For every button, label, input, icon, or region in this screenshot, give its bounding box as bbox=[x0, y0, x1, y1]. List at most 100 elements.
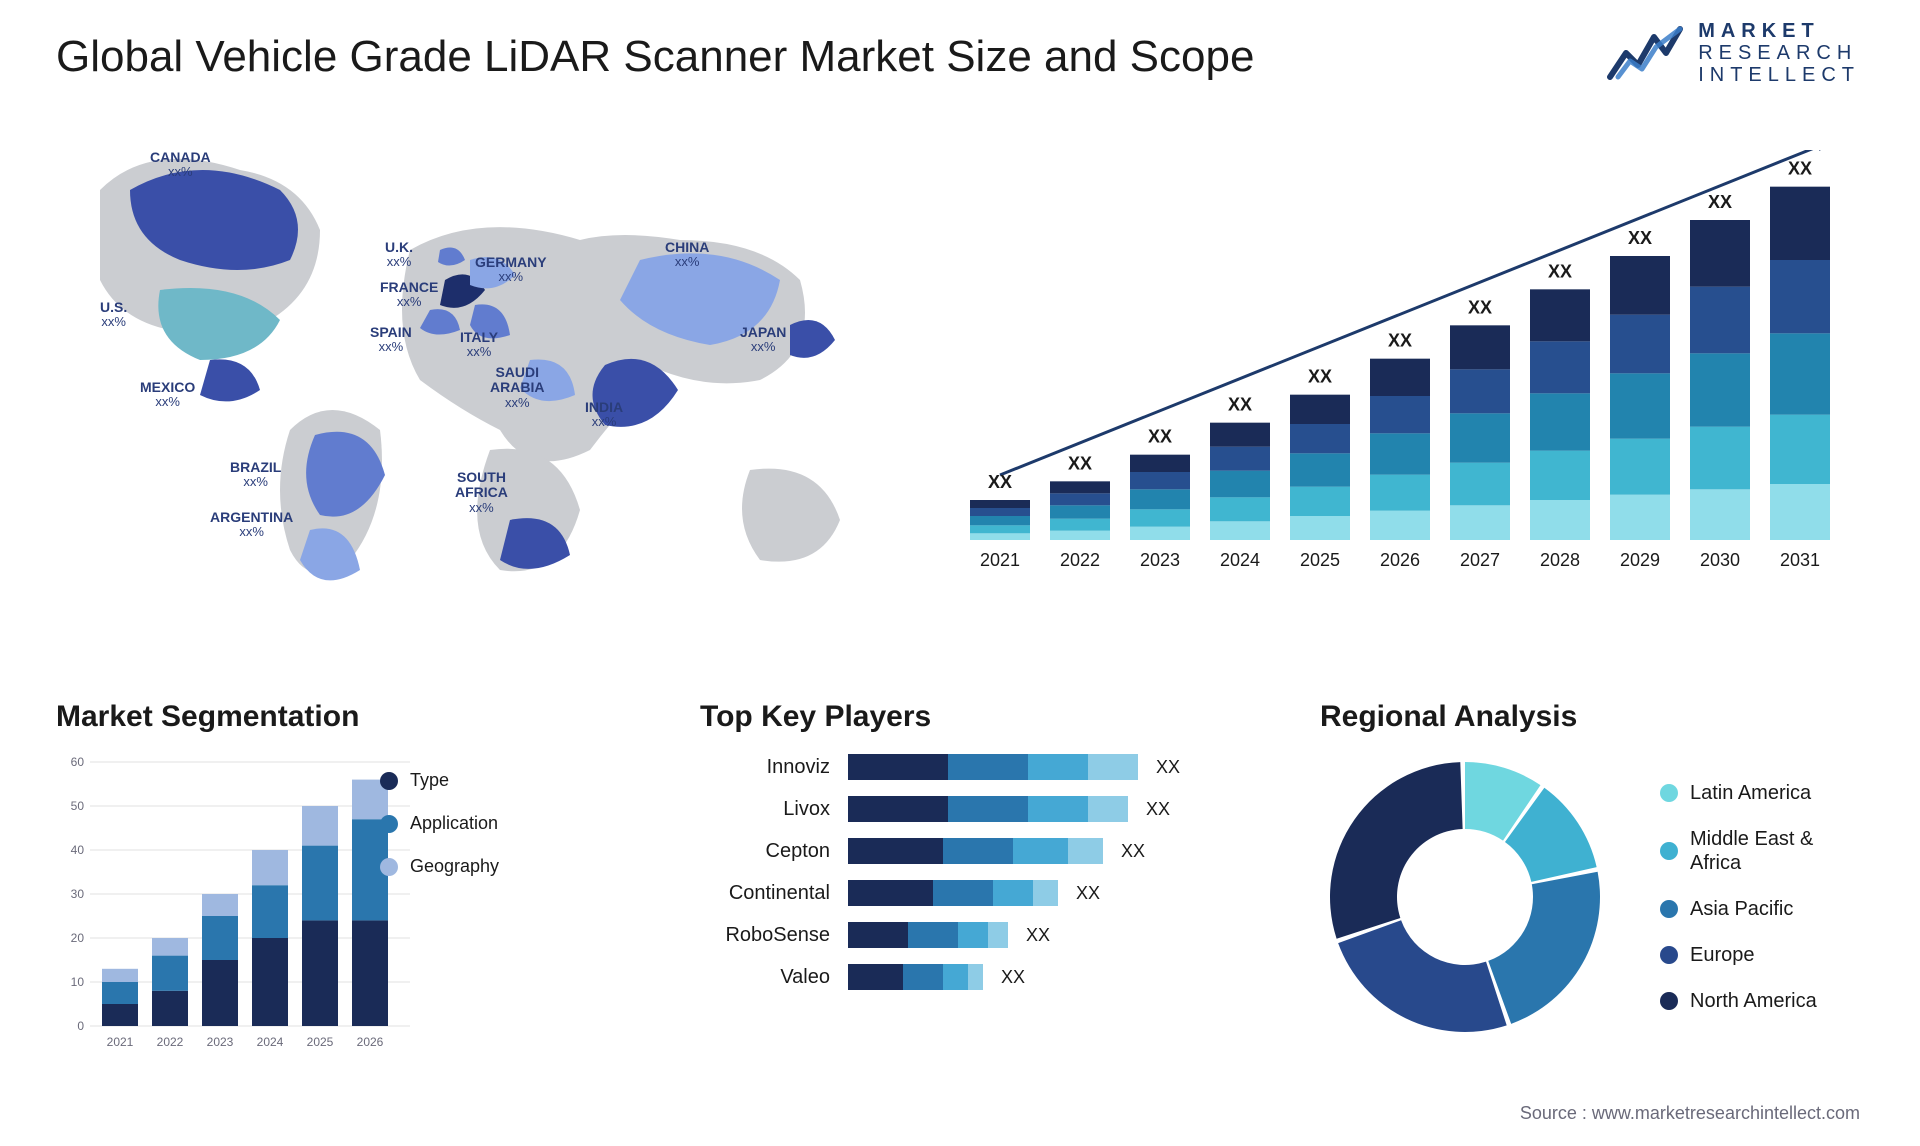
regional-header: Regional Analysis bbox=[1320, 700, 1880, 734]
country-label: CHINAxx% bbox=[665, 240, 709, 270]
country-label: SAUDIARABIAxx% bbox=[490, 365, 544, 410]
svg-text:2021: 2021 bbox=[107, 1035, 134, 1049]
player-value: XX bbox=[1001, 967, 1025, 988]
legend-item: Application bbox=[380, 813, 499, 834]
legend-item: Europe bbox=[1660, 943, 1817, 967]
country-label: BRAZILxx% bbox=[230, 460, 281, 490]
country-label: U.S.xx% bbox=[100, 300, 127, 330]
player-bar bbox=[848, 754, 1138, 780]
legend-item: Middle East &Africa bbox=[1660, 827, 1817, 875]
market-segmentation-section: Market Segmentation 0 10 20 30 40 50 60 2021 202… bbox=[56, 700, 596, 1054]
player-label: Cepton bbox=[700, 840, 830, 863]
svg-text:2025: 2025 bbox=[1300, 550, 1340, 570]
svg-text:2027: 2027 bbox=[1460, 550, 1500, 570]
player-label: Innoviz bbox=[700, 756, 830, 779]
svg-text:XX: XX bbox=[1308, 367, 1332, 387]
players-header: Top Key Players bbox=[700, 700, 1260, 734]
player-bar bbox=[848, 964, 983, 990]
svg-text:XX: XX bbox=[1228, 395, 1252, 415]
players-chart: InnovizXXLivoxXXCeptonXXContinentalXXRob… bbox=[700, 754, 1260, 990]
player-row: Innoviz XX bbox=[700, 754, 1260, 780]
svg-text:2026: 2026 bbox=[357, 1035, 384, 1049]
segmentation-legend: Type Application Geography bbox=[380, 770, 499, 877]
legend-item: Geography bbox=[380, 856, 499, 877]
player-row: Valeo XX bbox=[700, 964, 1260, 990]
player-bar bbox=[848, 922, 1008, 948]
world-map: CANADAxx% U.S.xx% MEXICOxx% BRAZILxx% ARGENT… bbox=[60, 130, 860, 620]
svg-text:2028: 2028 bbox=[1540, 550, 1580, 570]
country-label: MEXICOxx% bbox=[140, 380, 195, 410]
country-label: ARGENTINAxx% bbox=[210, 510, 293, 540]
svg-text:40: 40 bbox=[71, 843, 85, 857]
svg-text:XX: XX bbox=[1468, 297, 1492, 317]
svg-text:50: 50 bbox=[71, 799, 85, 813]
regional-legend: Latin AmericaMiddle East &AfricaAsia Pac… bbox=[1660, 781, 1817, 1013]
legend-item: Latin America bbox=[1660, 781, 1817, 805]
player-label: Livox bbox=[700, 798, 830, 821]
logo-mark-icon bbox=[1606, 25, 1684, 81]
svg-text:XX: XX bbox=[1068, 453, 1092, 473]
player-value: XX bbox=[1076, 883, 1100, 904]
svg-text:60: 60 bbox=[71, 755, 85, 769]
svg-text:XX: XX bbox=[1548, 261, 1572, 281]
svg-text:2021: 2021 bbox=[980, 550, 1020, 570]
player-bar bbox=[848, 796, 1128, 822]
svg-text:2031: 2031 bbox=[1780, 550, 1820, 570]
svg-text:XX: XX bbox=[1628, 228, 1652, 248]
market-size-chart: XX2021XX2022XX2023XX2024XX2025XX2026XX20… bbox=[950, 150, 1860, 640]
svg-text:30: 30 bbox=[71, 887, 85, 901]
svg-text:10: 10 bbox=[71, 975, 85, 989]
svg-text:XX: XX bbox=[1788, 159, 1812, 179]
regional-section: Regional Analysis Latin America Middle Ea… bbox=[1320, 700, 1880, 1042]
svg-text:XX: XX bbox=[988, 472, 1012, 492]
country-label: ITALYxx% bbox=[460, 330, 498, 360]
country-label: SOUTHAFRICAxx% bbox=[455, 470, 508, 515]
country-label: FRANCExx% bbox=[380, 280, 438, 310]
svg-text:2022: 2022 bbox=[1060, 550, 1100, 570]
svg-text:2024: 2024 bbox=[257, 1035, 284, 1049]
player-value: XX bbox=[1121, 841, 1145, 862]
svg-text:XX: XX bbox=[1148, 427, 1172, 447]
country-label: JAPANxx% bbox=[740, 325, 786, 355]
player-row: Livox XX bbox=[700, 796, 1260, 822]
source-text: Source : www.marketresearchintellect.com bbox=[1520, 1103, 1860, 1124]
player-value: XX bbox=[1146, 799, 1170, 820]
player-label: RoboSense bbox=[700, 924, 830, 947]
page-title: Global Vehicle Grade LiDAR Scanner Marke… bbox=[56, 32, 1254, 82]
svg-text:2025: 2025 bbox=[307, 1035, 334, 1049]
country-label: CANADAxx% bbox=[150, 150, 211, 180]
player-value: XX bbox=[1026, 925, 1050, 946]
player-row: Continental XX bbox=[700, 880, 1260, 906]
country-label: U.K.xx% bbox=[385, 240, 413, 270]
svg-text:20: 20 bbox=[71, 931, 85, 945]
svg-text:0: 0 bbox=[77, 1019, 84, 1033]
svg-text:2023: 2023 bbox=[1140, 550, 1180, 570]
legend-item: Type bbox=[380, 770, 499, 791]
country-label: SPAINxx% bbox=[370, 325, 412, 355]
player-label: Continental bbox=[700, 882, 830, 905]
player-label: Valeo bbox=[700, 966, 830, 989]
player-value: XX bbox=[1156, 757, 1180, 778]
player-row: RoboSense XX bbox=[700, 922, 1260, 948]
logo-line2: RESEARCH bbox=[1698, 42, 1860, 64]
brand-logo: MARKET RESEARCH INTELLECT bbox=[1606, 20, 1860, 86]
key-players-section: Top Key Players Innoviz XX Livox XX Cepton XX… bbox=[700, 700, 1260, 990]
svg-text:2023: 2023 bbox=[207, 1035, 234, 1049]
legend-item: North America bbox=[1660, 989, 1817, 1013]
svg-text:XX: XX bbox=[1708, 192, 1732, 212]
svg-text:2029: 2029 bbox=[1620, 550, 1660, 570]
segmentation-header: Market Segmentation bbox=[56, 700, 596, 734]
country-label: INDIAxx% bbox=[585, 400, 623, 430]
player-bar bbox=[848, 838, 1103, 864]
svg-text:2030: 2030 bbox=[1700, 550, 1740, 570]
country-label: GERMANYxx% bbox=[475, 255, 547, 285]
svg-text:XX: XX bbox=[1388, 331, 1412, 351]
svg-text:2022: 2022 bbox=[157, 1035, 184, 1049]
world-map-svg bbox=[60, 130, 860, 620]
player-bar bbox=[848, 880, 1058, 906]
regional-donut bbox=[1320, 752, 1610, 1042]
logo-line3: INTELLECT bbox=[1698, 64, 1860, 86]
svg-text:2024: 2024 bbox=[1220, 550, 1260, 570]
player-row: Cepton XX bbox=[700, 838, 1260, 864]
logo-line1: MARKET bbox=[1698, 20, 1860, 42]
